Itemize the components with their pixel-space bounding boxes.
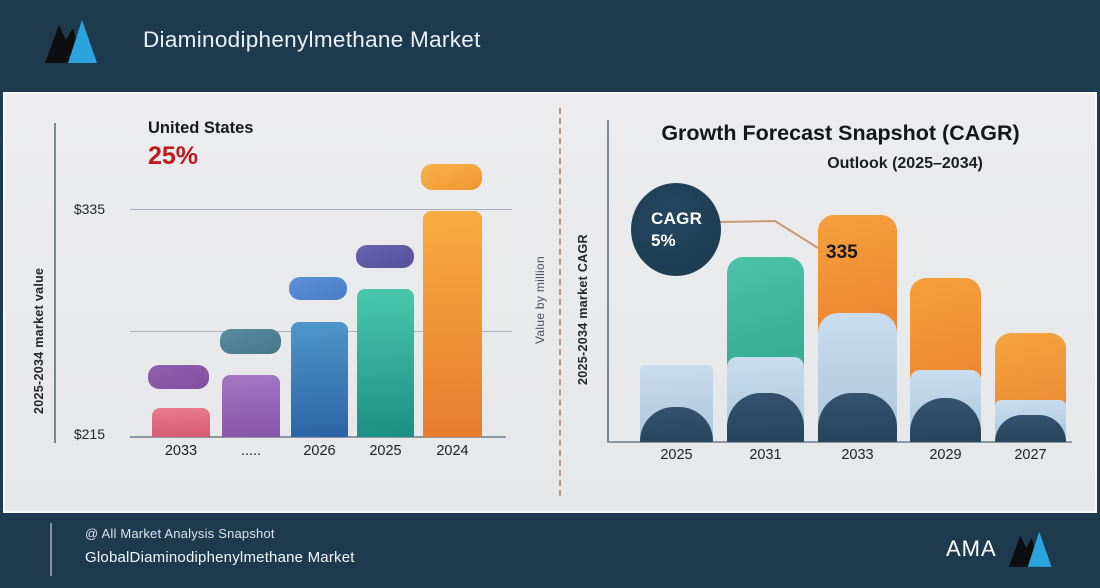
x-label-right: 2025: [660, 447, 693, 463]
bar-cap-2025: [356, 245, 414, 268]
segment-base-2033: [818, 393, 897, 442]
region-title: United States: [148, 119, 254, 137]
right-x-axis-line: [607, 441, 1072, 443]
bar-cap-.....: [220, 329, 281, 354]
footer-divider-line: [50, 523, 52, 576]
bar-cap-2024: [421, 164, 482, 190]
x-label-right: 2031: [749, 447, 782, 463]
panel-divider: [559, 108, 561, 496]
right-chart-subtitle: Outlook (2025–2034): [827, 155, 983, 172]
cagr-badge-label: CAGR: [651, 208, 703, 228]
segment-base-2029: [910, 398, 981, 442]
left-y-axis-label: 2025-2034 market value: [32, 267, 46, 414]
y-tick-335: $335: [73, 201, 105, 217]
right-chart-title: Growth Forecast Snapshot (CAGR): [661, 121, 1020, 145]
x-label-left: .....: [240, 443, 262, 459]
bar-2025: [357, 289, 414, 437]
bar-cap-2033: [148, 365, 209, 389]
left-y-axis-line: [54, 123, 56, 443]
x-label-left: 2026: [303, 443, 336, 459]
footer-brand-text: AMA: [946, 536, 997, 561]
cagr-badge: CAGR 5%: [631, 183, 721, 276]
x-label-left: 2025: [369, 443, 402, 459]
segment-base-2027: [995, 415, 1066, 442]
x-label-left: 2024: [436, 443, 469, 459]
growth-percent: 25%: [148, 142, 199, 170]
y-tick-215: $215: [73, 426, 105, 442]
segment-base-2031: [727, 393, 804, 442]
bar-2033: [152, 408, 210, 437]
callout-connector-line: [719, 219, 819, 249]
footer-market-name: GlobalDiaminodiphenylmethane Market: [85, 549, 355, 566]
footer-caption: @ All Market Analysis Snapshot: [85, 526, 275, 541]
x-label-right: 2029: [929, 447, 962, 463]
bar-.....: [222, 375, 280, 437]
ama-logo-icon: [45, 20, 97, 63]
bar-2024: [423, 211, 482, 437]
x-label-right: 2033: [841, 447, 874, 463]
gridline-335: [130, 209, 512, 210]
x-label-right: 2027: [1014, 447, 1047, 463]
right-y-axis-label: 2025-2034 market CAGR: [576, 234, 590, 386]
page-title: Diaminodiphenylmethane Market: [143, 27, 481, 52]
ama-logo-footer-icon: [1008, 531, 1052, 567]
value-by-million-label: Value by million: [533, 256, 547, 344]
right-y-axis-line: [607, 120, 609, 442]
bar-2026: [291, 322, 348, 437]
data-label-335: 335: [826, 242, 858, 263]
left-x-axis-line: [130, 436, 506, 438]
bar-cap-2026: [289, 277, 347, 300]
x-label-left: 2033: [164, 443, 198, 459]
cagr-badge-value: 5%: [651, 230, 676, 250]
